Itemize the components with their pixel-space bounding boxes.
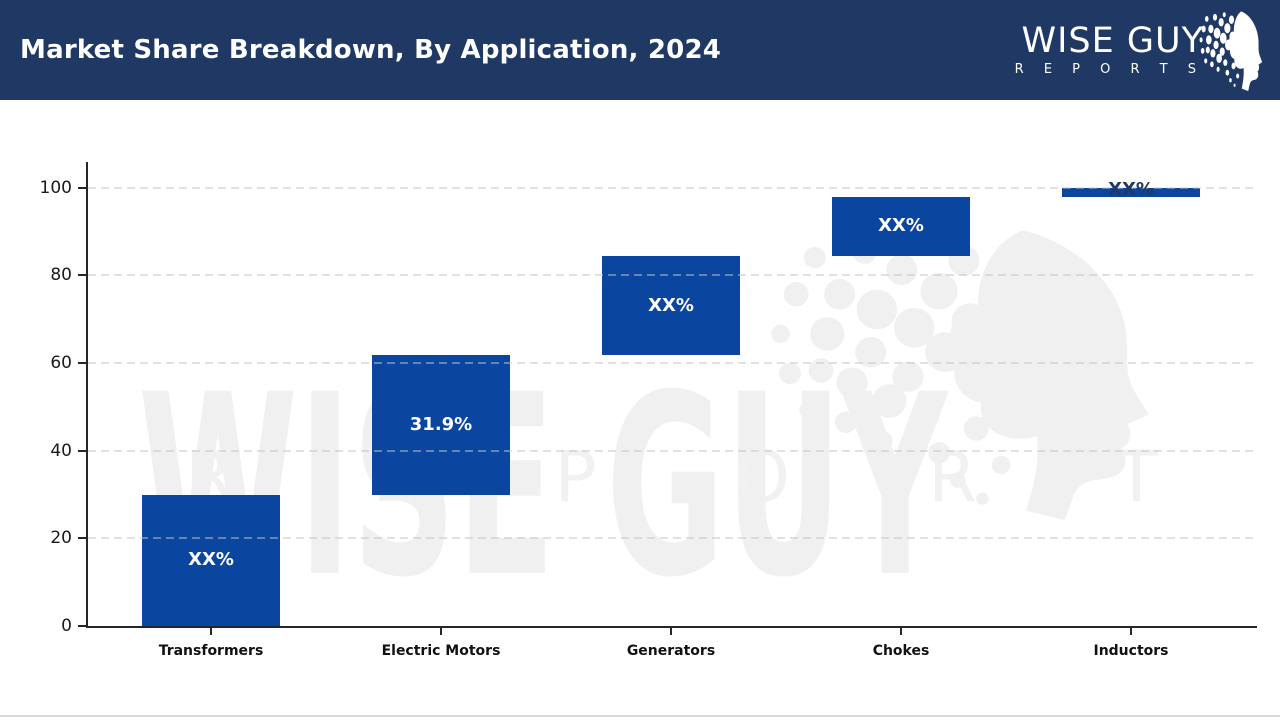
gridline-20 — [88, 537, 1257, 540]
x-axis-tick-2 — [670, 627, 672, 635]
bar-electric-motors — [372, 355, 510, 495]
gridline-40 — [88, 449, 1257, 452]
y-axis-tick-40 — [78, 449, 86, 452]
bar-inductors — [1062, 187, 1200, 197]
watermark-dotted-head-icon — [771, 230, 1149, 520]
y-axis-label-80: 80 — [50, 265, 72, 286]
brand-logo: WISE GUY R E P O R T S — [1015, 8, 1280, 92]
x-axis-label-generators: Generators — [626, 643, 716, 659]
dotted-head-icon — [1199, 11, 1263, 92]
bar-chokes — [832, 196, 970, 257]
bar-value-label-electric-motors: 31.9% — [409, 414, 473, 436]
bar-transformers — [142, 494, 280, 626]
gridline-80 — [88, 274, 1257, 277]
x-axis-tick-0 — [210, 627, 212, 635]
y-axis-tick-20 — [78, 537, 86, 540]
x-axis-tick-4 — [1130, 627, 1132, 635]
y-axis-tick-0 — [78, 625, 86, 627]
page-title: Market Share Breakdown, By Application, … — [20, 35, 722, 65]
x-axis-label-transformers: Transformers — [158, 643, 264, 659]
bar-value-label-transformers: XX% — [188, 549, 234, 571]
bar-value-label-generators: XX% — [648, 294, 694, 316]
x-axis-tick-3 — [900, 627, 902, 635]
y-axis-label-0: 0 — [61, 616, 72, 636]
y-axis-line — [86, 162, 88, 628]
brand-logo-primary: WISE GUY — [1021, 21, 1204, 62]
gridline-100 — [88, 186, 1257, 189]
y-axis-label-40: 40 — [50, 440, 72, 461]
gridline-60 — [88, 362, 1257, 365]
bar-value-label-chokes: XX% — [878, 215, 924, 237]
brand-logo-secondary: R E P O R T S — [1014, 61, 1204, 77]
x-axis-label-electric-motors: Electric Motors — [381, 643, 501, 659]
footer-divider — [0, 715, 1280, 717]
x-axis-label-chokes: Chokes — [872, 643, 930, 659]
chart-canvas: WISE GUY R E P O R T S 0 20 40 60 80 100 XX% 31… — [0, 100, 1280, 720]
bar-generators — [602, 256, 740, 356]
y-axis-label-60: 60 — [50, 353, 72, 374]
brand-logo-text: WISE GUY R E P O R T S — [1015, 23, 1204, 77]
x-axis-label-inductors: Inductors — [1093, 643, 1169, 659]
y-axis-tick-100 — [78, 186, 86, 189]
bar-value-label-inductors: XX% — [1108, 178, 1154, 200]
y-axis-label-20: 20 — [50, 528, 72, 549]
y-axis-tick-60 — [78, 362, 86, 365]
y-axis-label-100: 100 — [39, 177, 72, 198]
x-axis-line — [86, 626, 1257, 628]
header-bar: Market Share Breakdown, By Application, … — [0, 0, 1280, 100]
y-axis-tick-80 — [78, 274, 86, 277]
x-axis-tick-1 — [440, 627, 442, 635]
